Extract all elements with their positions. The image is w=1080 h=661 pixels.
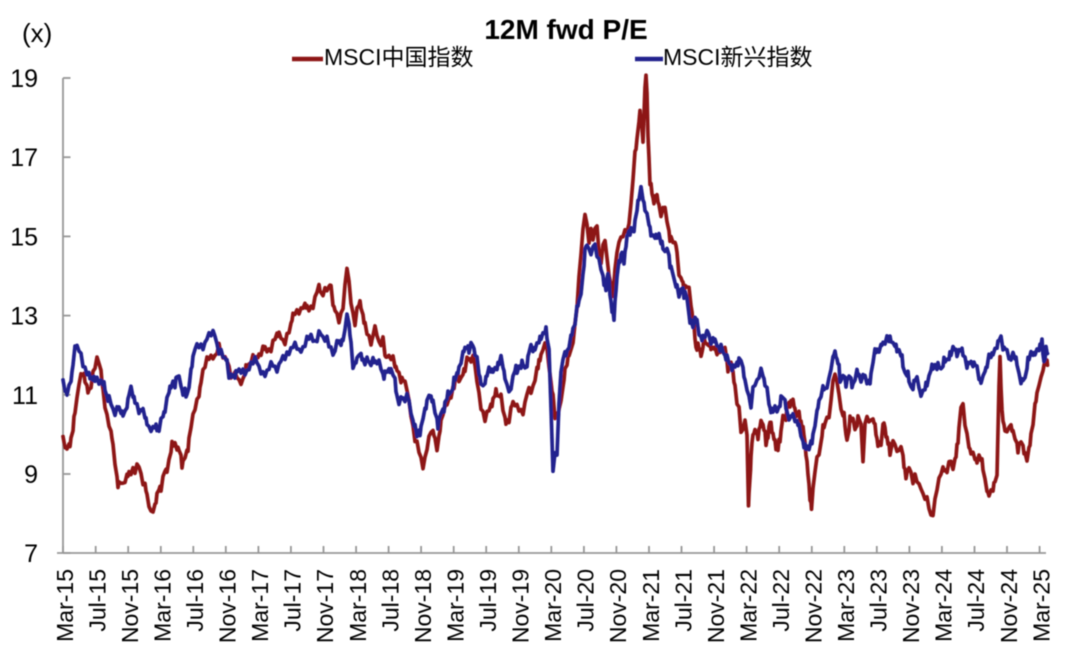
svg-text:Nov-18: Nov-18 xyxy=(410,569,436,643)
svg-text:Jul-21: Jul-21 xyxy=(670,569,696,632)
svg-text:Mar-18: Mar-18 xyxy=(345,569,371,642)
svg-text:Nov-15: Nov-15 xyxy=(117,569,143,643)
svg-text:Jul-22: Jul-22 xyxy=(768,569,794,632)
svg-text:Mar-24: Mar-24 xyxy=(931,569,957,642)
svg-text:Jul-23: Jul-23 xyxy=(866,569,892,632)
svg-text:19: 19 xyxy=(10,65,38,93)
svg-text:Jul-17: Jul-17 xyxy=(280,569,306,632)
svg-text:Nov-19: Nov-19 xyxy=(508,569,534,643)
svg-text:MSCI中国指数: MSCI中国指数 xyxy=(324,44,474,70)
svg-text:Jul-24: Jul-24 xyxy=(963,569,989,632)
svg-text:MSCI新兴指数: MSCI新兴指数 xyxy=(663,44,813,70)
svg-text:11: 11 xyxy=(12,382,38,410)
svg-text:Nov-16: Nov-16 xyxy=(215,569,241,643)
svg-text:Nov-23: Nov-23 xyxy=(898,569,924,643)
svg-text:9: 9 xyxy=(24,461,38,489)
svg-text:Mar-20: Mar-20 xyxy=(540,569,566,642)
svg-text:Nov-24: Nov-24 xyxy=(996,569,1022,643)
svg-text:13: 13 xyxy=(10,303,38,331)
svg-text:Jul-19: Jul-19 xyxy=(475,569,501,632)
svg-text:Nov-22: Nov-22 xyxy=(801,569,827,643)
svg-text:Jul-18: Jul-18 xyxy=(377,569,403,632)
svg-text:Jul-16: Jul-16 xyxy=(182,569,208,632)
svg-text:Jul-20: Jul-20 xyxy=(573,569,599,632)
svg-text:Mar-19: Mar-19 xyxy=(442,569,468,642)
svg-text:Mar-23: Mar-23 xyxy=(833,569,859,642)
svg-text:7: 7 xyxy=(24,540,38,568)
svg-text:Nov-20: Nov-20 xyxy=(605,569,631,643)
svg-text:12M fwd P/E: 12M fwd P/E xyxy=(484,14,647,45)
svg-text:Mar-25: Mar-25 xyxy=(1028,569,1054,642)
svg-text:Mar-17: Mar-17 xyxy=(247,569,273,642)
svg-text:Nov-21: Nov-21 xyxy=(703,569,729,643)
svg-text:(x): (x) xyxy=(22,18,52,48)
svg-text:Mar-21: Mar-21 xyxy=(638,569,664,642)
svg-text:Mar-15: Mar-15 xyxy=(52,569,78,642)
svg-text:Jul-15: Jul-15 xyxy=(84,569,110,632)
svg-text:17: 17 xyxy=(10,144,38,172)
svg-text:15: 15 xyxy=(10,223,38,251)
svg-text:Mar-16: Mar-16 xyxy=(150,569,176,642)
svg-text:Mar-22: Mar-22 xyxy=(735,569,761,642)
svg-text:Nov-17: Nov-17 xyxy=(312,569,338,643)
